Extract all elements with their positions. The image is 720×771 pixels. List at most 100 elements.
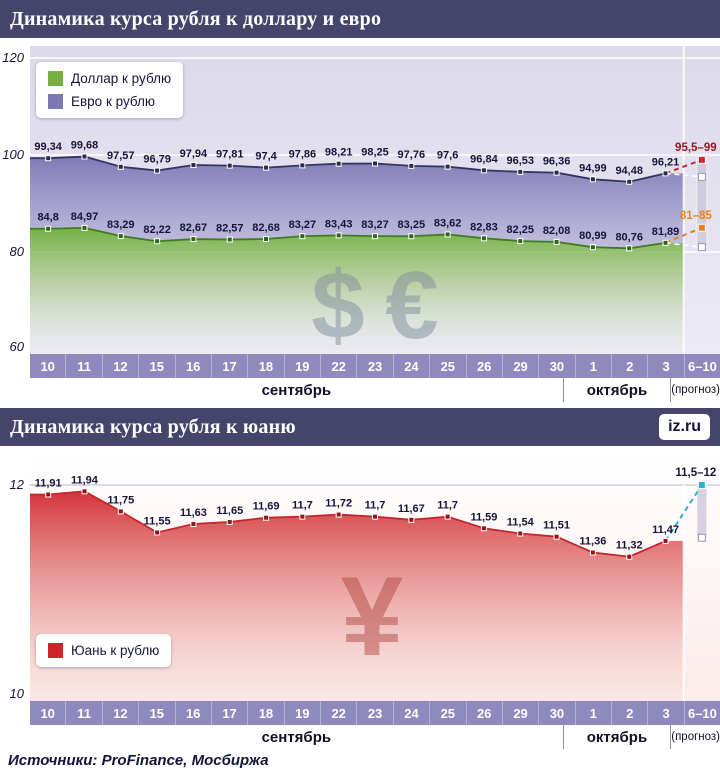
chart1-plot-area: $ €99,34 99,68 97,57 96,79 97,94 97,81 97,4 97,8… (0, 46, 720, 354)
forecast-range-bar (696, 484, 708, 539)
data-point-dollar (154, 238, 161, 245)
value-label-dollar: 81,89 (652, 226, 680, 238)
value-label-dollar: 82,57 (216, 223, 244, 235)
data-point-dollar (480, 235, 487, 242)
data-point-yuan (444, 513, 451, 520)
data-point-yuan (626, 553, 633, 560)
data-point-yuan (335, 511, 342, 518)
data-point-yuan (154, 529, 161, 536)
x-tick-22: 22 (321, 354, 358, 378)
value-label-euro: 96,79 (143, 154, 171, 166)
month-label: (прогноз) (670, 725, 720, 749)
forecast-marker-low-dollar (697, 243, 706, 252)
data-point-yuan (553, 533, 560, 540)
value-label-dollar: 82,83 (470, 221, 498, 233)
x-tick-22: 22 (321, 701, 358, 725)
data-point-dollar (517, 238, 524, 245)
series-area-yuan (30, 491, 684, 701)
data-point-dollar (408, 233, 415, 240)
forecast-marker-low-yuan (697, 533, 706, 542)
watermark-€: € (385, 252, 438, 354)
x-tick-12: 12 (103, 701, 140, 725)
watermark-¥: ¥ (341, 554, 403, 679)
chart2-plot-area: ¥11,91 11,94 11,75 11,55 11,63 11,65 11,69 11,7… (0, 450, 720, 701)
value-label-dollar: 83,27 (361, 219, 389, 231)
x-tick-25: 25 (430, 701, 467, 725)
value-label-dollar: 84,97 (71, 211, 99, 223)
data-point-yuan (81, 488, 88, 495)
month-label: сентябрь (261, 381, 332, 399)
data-point-euro (444, 163, 451, 170)
value-label-euro: 97,81 (216, 149, 244, 161)
data-point-euro (299, 162, 306, 169)
forecast-label-yuan: 11,5–12 (675, 467, 716, 479)
forecast-line-high-euro (665, 158, 703, 175)
data-point-dollar (299, 233, 306, 240)
legend-label: Доллар к рублю (71, 71, 172, 86)
x-tick-29: 29 (503, 354, 540, 378)
chart1-canvas: $ €99,34 99,68 97,57 96,79 97,94 97,81 97,4 97,8… (2, 46, 720, 354)
data-point-yuan (480, 525, 487, 532)
value-label-yuan: 11,69 (253, 501, 280, 513)
chart2-x-axis-months: сентябрь октябрь (прогноз) (30, 725, 720, 749)
data-point-euro (154, 167, 161, 174)
value-label-yuan: 11,7 (365, 500, 386, 512)
chart2-legend: Юань к рублю (36, 634, 172, 667)
data-point-euro (190, 161, 197, 168)
value-label-dollar: 82,67 (180, 222, 208, 234)
y-tick-label: 80 (10, 244, 25, 259)
forecast-line-low-dollar (665, 242, 702, 248)
x-tick-2: 2 (612, 701, 649, 725)
data-point-euro (626, 178, 633, 185)
data-point-dollar (335, 232, 342, 239)
value-label-euro: 96,53 (506, 155, 534, 167)
forecast-marker-high-dollar (697, 223, 706, 232)
x-tick-12: 12 (103, 354, 140, 378)
data-point-dollar (553, 238, 560, 245)
data-point-euro (45, 155, 52, 162)
legend-swatch (48, 94, 63, 109)
data-point-euro (335, 160, 342, 167)
chart2-x-axis-dates: 10 11 12 15 16 17 18 19 22 23 24 25 26 29 30 1 2 3 6–10 (30, 701, 720, 725)
x-tick-16: 16 (176, 354, 212, 378)
legend-swatch (48, 71, 63, 86)
value-label-euro: 97,57 (107, 150, 135, 162)
value-label-yuan: 11,32 (616, 540, 643, 552)
series-area-dollar (30, 227, 684, 354)
x-tick-26: 26 (467, 701, 503, 725)
x-tick-24: 24 (394, 701, 431, 725)
y-tick-label: 100 (2, 147, 24, 162)
value-label-yuan: 11,63 (180, 507, 207, 519)
data-point-euro (117, 163, 124, 170)
forecast-marker-high-euro (697, 155, 706, 164)
izru-logo: iz.ru (659, 414, 710, 440)
x-tick-15: 15 (139, 701, 176, 725)
data-point-dollar (662, 239, 669, 246)
data-point-euro (517, 168, 524, 175)
value-label-euro: 96,84 (470, 153, 498, 165)
data-point-dollar (263, 236, 270, 243)
x-tick-3: 3 (648, 354, 685, 378)
forecast-line-low-euro (665, 172, 702, 178)
data-point-yuan (45, 491, 52, 498)
x-tick-19: 19 (285, 354, 321, 378)
data-point-yuan (226, 518, 233, 525)
forecast-line-high-dollar (665, 226, 703, 244)
month-label: (прогноз) (670, 378, 720, 402)
data-point-euro (226, 162, 233, 169)
chart2-title-bar: Динамика курса рубля к юаню iz.ru (0, 408, 720, 446)
y-tick-label: 10 (10, 686, 25, 701)
value-label-yuan: 11,55 (144, 515, 171, 527)
value-label-yuan: 11,91 (35, 477, 62, 489)
chart1-title-bar: Динамика курса рубля к доллару и евро (0, 0, 720, 38)
forecast-marker-low-euro (697, 172, 706, 181)
value-label-euro: 96,21 (652, 156, 680, 168)
forecast-line-low-yuan (665, 536, 702, 542)
data-point-euro (81, 153, 88, 160)
value-label-euro: 96,36 (543, 156, 571, 168)
x-tick-15: 15 (139, 354, 176, 378)
x-tick-1: 1 (576, 701, 612, 725)
x-tick-10: 10 (30, 701, 67, 725)
legend-label: Евро к рублю (71, 94, 155, 109)
